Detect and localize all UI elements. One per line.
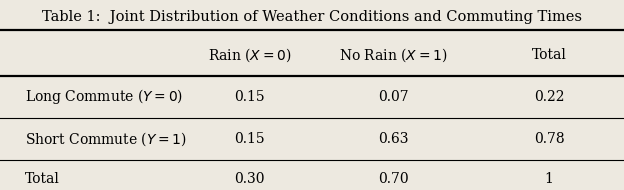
Text: Short Commute ($Y = 1$): Short Commute ($Y = 1$) (25, 130, 187, 147)
Text: Rain ($X = 0$): Rain ($X = 0$) (208, 46, 291, 64)
Text: 0.30: 0.30 (235, 172, 265, 186)
Text: No Rain ($X = 1$): No Rain ($X = 1$) (339, 46, 447, 64)
Text: Long Commute ($Y = 0$): Long Commute ($Y = 0$) (25, 87, 183, 106)
Text: Total: Total (532, 48, 567, 62)
Text: Total: Total (25, 172, 60, 186)
Text: 0.22: 0.22 (534, 90, 564, 104)
Text: 1: 1 (545, 172, 553, 186)
Text: Table 1:  Joint Distribution of Weather Conditions and Commuting Times: Table 1: Joint Distribution of Weather C… (42, 10, 582, 24)
Text: 0.70: 0.70 (378, 172, 409, 186)
Text: 0.15: 0.15 (234, 90, 265, 104)
Text: 0.07: 0.07 (378, 90, 409, 104)
Text: 0.78: 0.78 (534, 132, 565, 146)
Text: 0.63: 0.63 (378, 132, 408, 146)
Text: 0.15: 0.15 (234, 132, 265, 146)
